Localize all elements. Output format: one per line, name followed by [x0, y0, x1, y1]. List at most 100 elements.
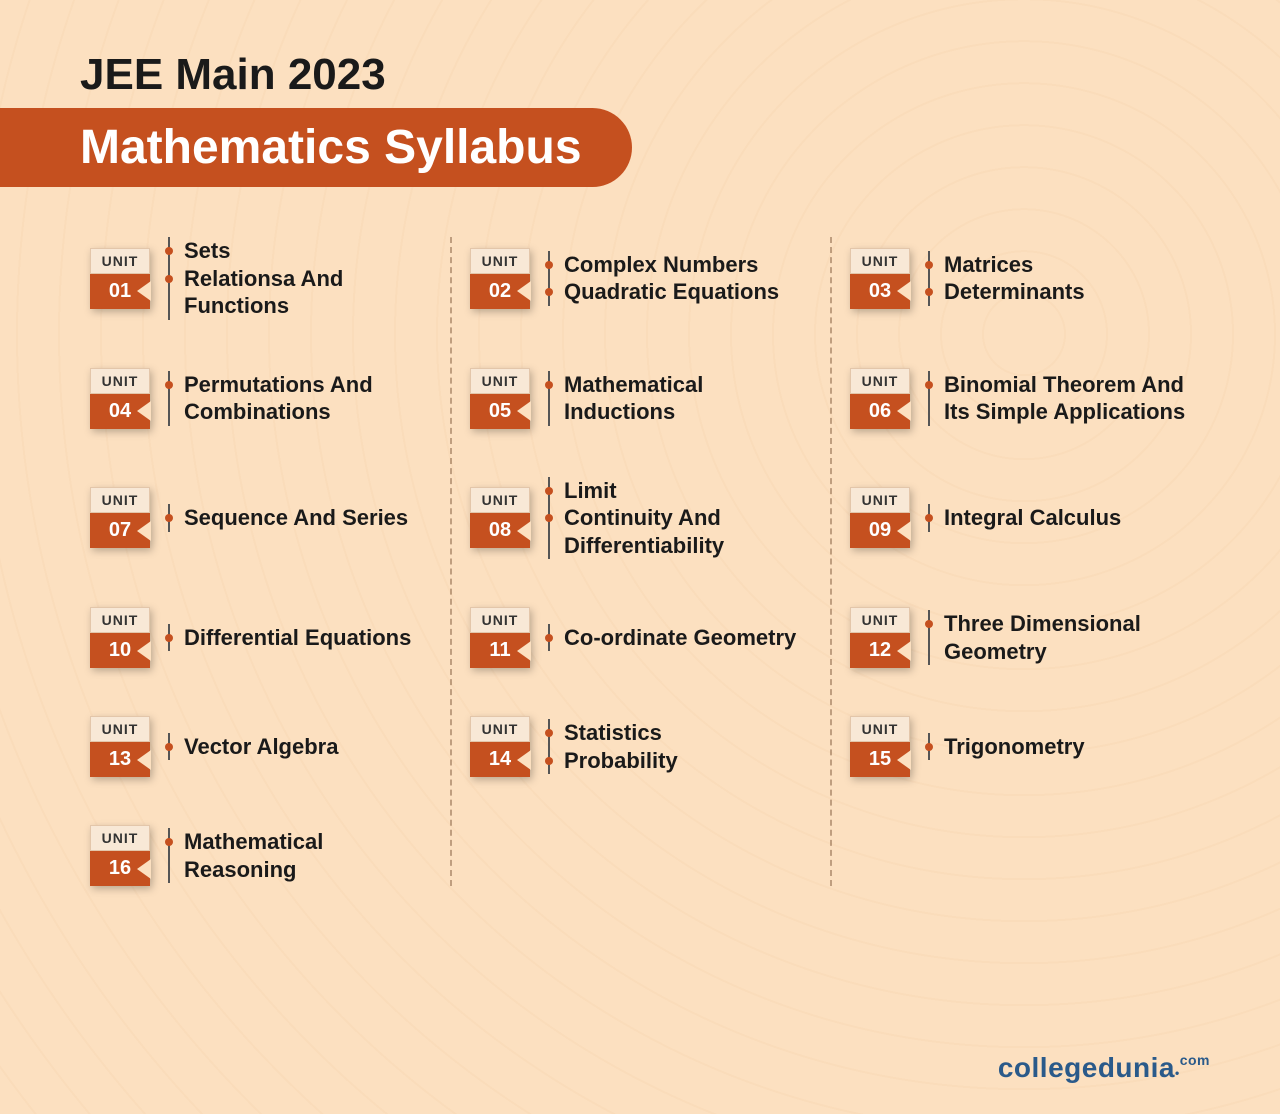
unit-item: UNIT04 Permutations And Combinations — [70, 368, 450, 429]
topic-text: Determinants — [944, 278, 1085, 306]
unit-number: 07 — [90, 513, 150, 548]
topic-text: Complex Numbers — [564, 251, 779, 279]
unit-item: UNIT13 Vector Algebra — [70, 716, 450, 777]
topic-text: Statistics — [564, 719, 678, 747]
unit-topics: Permutations And Combinations — [168, 371, 430, 426]
unit-item: UNIT07 Sequence And Series — [70, 477, 450, 560]
unit-number: 12 — [850, 633, 910, 668]
unit-topics: Three Dimensional Geometry — [928, 610, 1190, 665]
unit-item: UNIT16 Mathematical Reasoning — [70, 825, 450, 886]
units-grid: UNIT01SetsRelationsa And FunctionsUNIT02… — [70, 237, 1210, 886]
unit-item: UNIT12 Three Dimensional Geometry — [830, 607, 1210, 668]
topic-text: Continuity And Differentiability — [564, 504, 810, 559]
unit-label: UNIT — [850, 607, 910, 633]
unit-number: 15 — [850, 742, 910, 777]
topic-text: Differential Equations — [184, 624, 411, 652]
topic-text: Sequence And Series — [184, 504, 408, 532]
unit-topics: Trigonometry — [928, 733, 1085, 761]
unit-topics: Complex NumbersQuadratic Equations — [548, 251, 779, 306]
unit-number: 02 — [470, 274, 530, 309]
unit-badge: UNIT10 — [90, 607, 150, 668]
unit-number: 06 — [850, 394, 910, 429]
unit-number: 13 — [90, 742, 150, 777]
unit-topics: Mathematical Reasoning — [168, 828, 430, 883]
unit-label: UNIT — [470, 487, 530, 513]
unit-label: UNIT — [850, 716, 910, 742]
topic-text: Binomial Theorem And Its Simple Applicat… — [944, 371, 1190, 426]
unit-number: 01 — [90, 274, 150, 309]
unit-topics: LimitContinuity And Differentiability — [548, 477, 810, 560]
unit-badge: UNIT11 — [470, 607, 530, 668]
unit-topics: MatricesDeterminants — [928, 251, 1085, 306]
unit-item: UNIT05 Mathematical Inductions — [450, 368, 830, 429]
unit-label: UNIT — [470, 607, 530, 633]
topic-text: Trigonometry — [944, 733, 1085, 761]
title-line1: JEE Main 2023 — [80, 50, 1210, 100]
unit-badge: UNIT09 — [850, 487, 910, 548]
unit-label: UNIT — [90, 248, 150, 274]
unit-number: 08 — [470, 513, 530, 548]
topic-text: Permutations And Combinations — [184, 371, 430, 426]
unit-label: UNIT — [850, 368, 910, 394]
unit-label: UNIT — [90, 487, 150, 513]
unit-label: UNIT — [90, 607, 150, 633]
unit-topics: Integral Calculus — [928, 504, 1121, 532]
unit-topics: StatisticsProbability — [548, 719, 678, 774]
unit-badge: UNIT01 — [90, 248, 150, 309]
header: JEE Main 2023 Mathematics Syllabus — [70, 50, 1210, 187]
unit-number: 09 — [850, 513, 910, 548]
column-divider — [450, 237, 452, 886]
unit-badge: UNIT03 — [850, 248, 910, 309]
unit-item: UNIT09 Integral Calculus — [830, 477, 1210, 560]
unit-label: UNIT — [470, 368, 530, 394]
unit-number: 16 — [90, 851, 150, 886]
unit-topics: Differential Equations — [168, 624, 411, 652]
column-divider — [830, 237, 832, 886]
unit-item: UNIT01 SetsRelationsa And Functions — [70, 237, 450, 320]
unit-badge: UNIT12 — [850, 607, 910, 668]
unit-badge: UNIT13 — [90, 716, 150, 777]
unit-badge: UNIT02 — [470, 248, 530, 309]
topic-text: Limit — [564, 477, 810, 505]
unit-number: 10 — [90, 633, 150, 668]
topic-text: Three Dimensional Geometry — [944, 610, 1190, 665]
topic-text: Co-ordinate Geometry — [564, 624, 796, 652]
main-container: JEE Main 2023 Mathematics Syllabus UNIT0… — [0, 0, 1280, 926]
unit-item: UNIT11 Co-ordinate Geometry — [450, 607, 830, 668]
unit-item: UNIT14 StatisticsProbability — [450, 716, 830, 777]
unit-badge: UNIT06 — [850, 368, 910, 429]
unit-badge: UNIT08 — [470, 487, 530, 548]
title-pill: Mathematics Syllabus — [0, 108, 632, 187]
unit-label: UNIT — [90, 825, 150, 851]
unit-item: UNIT06 Binomial Theorem And Its Simple Ap… — [830, 368, 1210, 429]
unit-topics: Vector Algebra — [168, 733, 338, 761]
unit-label: UNIT — [90, 368, 150, 394]
topic-text: Vector Algebra — [184, 733, 338, 761]
unit-label: UNIT — [470, 248, 530, 274]
unit-label: UNIT — [470, 716, 530, 742]
topic-text: Mathematical Inductions — [564, 371, 810, 426]
topic-text: Integral Calculus — [944, 504, 1121, 532]
unit-number: 04 — [90, 394, 150, 429]
unit-badge: UNIT07 — [90, 487, 150, 548]
unit-badge: UNIT14 — [470, 716, 530, 777]
unit-label: UNIT — [90, 716, 150, 742]
brand-suffix: com — [1180, 1052, 1210, 1068]
unit-badge: UNIT16 — [90, 825, 150, 886]
unit-number: 03 — [850, 274, 910, 309]
brand-dot: • — [1175, 1066, 1180, 1080]
unit-topics: Sequence And Series — [168, 504, 408, 532]
topic-text: Mathematical Reasoning — [184, 828, 430, 883]
unit-badge: UNIT04 — [90, 368, 150, 429]
topic-text: Probability — [564, 747, 678, 775]
unit-topics: Mathematical Inductions — [548, 371, 810, 426]
unit-item: UNIT08 LimitContinuity And Differentiabil… — [450, 477, 830, 560]
topic-text: Matrices — [944, 251, 1085, 279]
brand-footer: collegedunia•com — [998, 1052, 1210, 1084]
unit-topics: SetsRelationsa And Functions — [168, 237, 430, 320]
topic-text: Quadratic Equations — [564, 278, 779, 306]
unit-badge: UNIT05 — [470, 368, 530, 429]
unit-badge: UNIT15 — [850, 716, 910, 777]
unit-item: UNIT15 Trigonometry — [830, 716, 1210, 777]
unit-item: UNIT03 MatricesDeterminants — [830, 237, 1210, 320]
